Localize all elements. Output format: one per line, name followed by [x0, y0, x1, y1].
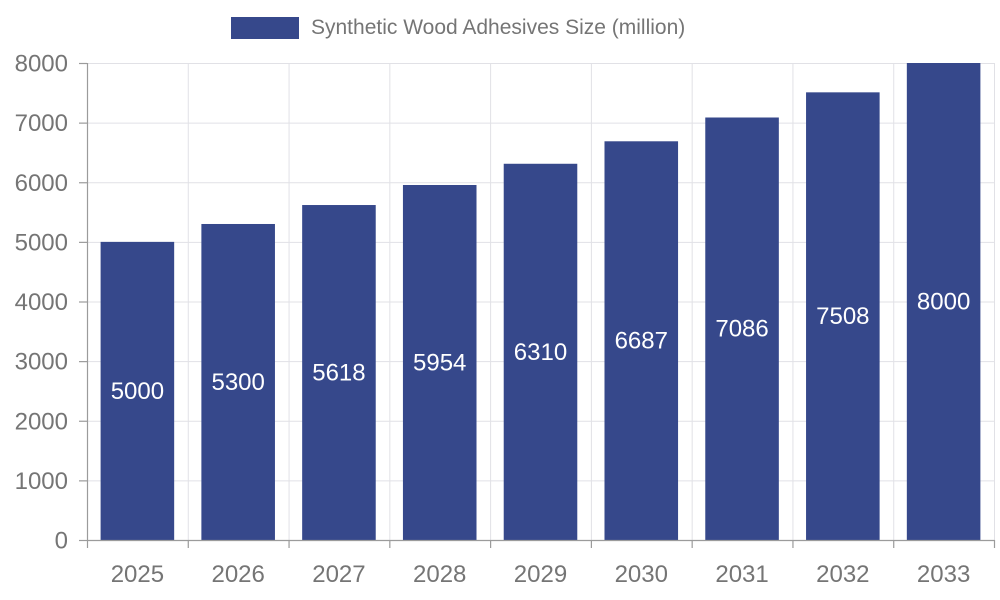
bar — [503, 163, 578, 541]
bar-value-label: 5954 — [413, 349, 466, 376]
bar — [302, 205, 376, 541]
bar — [806, 92, 880, 540]
bar-value-label: 6687 — [615, 328, 668, 355]
bar — [705, 117, 779, 540]
bar-value-label: 5000 — [111, 378, 164, 405]
y-tick-label: 0 — [55, 528, 68, 555]
y-tick-label: 8000 — [15, 51, 68, 78]
bar — [604, 141, 679, 540]
legend[interactable]: Synthetic Wood Adhesives Size (million) — [231, 16, 685, 40]
y-tick-label: 2000 — [15, 408, 68, 435]
x-tick-label: 2027 — [312, 561, 365, 588]
bar-value-label: 5618 — [312, 360, 365, 387]
bar-value-label: 7086 — [715, 316, 768, 343]
x-tick-label: 2029 — [514, 561, 567, 588]
bar — [906, 63, 981, 540]
x-tick-label: 2033 — [917, 561, 970, 588]
bar-value-label: 6310 — [514, 339, 567, 366]
x-tick-label: 2030 — [615, 561, 668, 588]
x-tick-label: 2025 — [111, 561, 164, 588]
y-tick-label: 4000 — [15, 289, 68, 316]
y-tick-label: 1000 — [15, 468, 68, 495]
bar-value-label: 7508 — [816, 303, 869, 330]
y-tick-label: 3000 — [15, 349, 68, 376]
bar — [201, 223, 275, 541]
x-tick-label: 2032 — [816, 561, 869, 588]
bar-value-label: 8000 — [917, 289, 970, 316]
bar-value-label: 5300 — [211, 369, 264, 396]
bar — [402, 184, 477, 541]
x-tick-label: 2026 — [211, 561, 264, 588]
x-tick-label: 2031 — [715, 561, 768, 588]
y-tick-label: 5000 — [15, 229, 68, 256]
bar — [100, 241, 175, 540]
x-tick-label: 2028 — [413, 561, 466, 588]
legend-swatch-icon — [231, 17, 299, 39]
legend-label: Synthetic Wood Adhesives Size (million) — [311, 16, 686, 39]
y-tick-label: 6000 — [15, 170, 68, 197]
y-tick-label: 7000 — [15, 110, 68, 137]
